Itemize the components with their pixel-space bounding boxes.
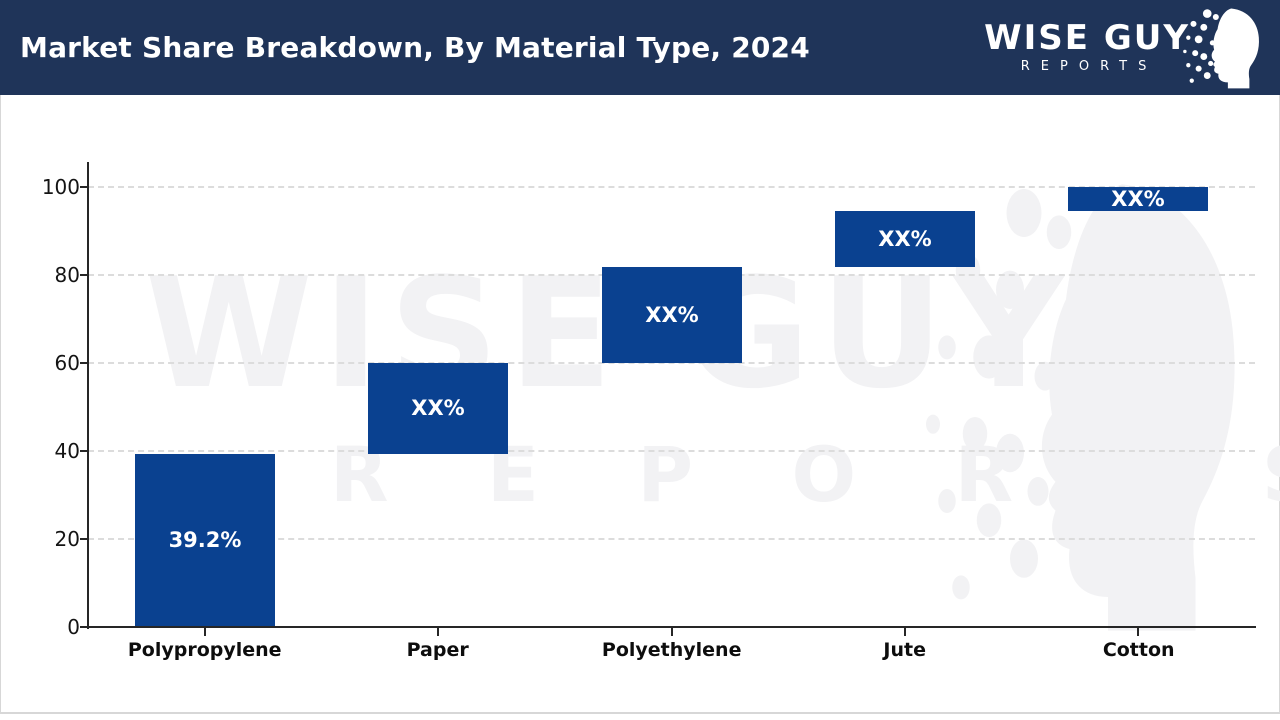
bar-polyethylene: XX% <box>602 267 742 363</box>
bar-value-label: XX% <box>645 303 699 327</box>
x-tick-mark-2 <box>437 628 439 636</box>
gridline-100 <box>88 185 1255 188</box>
y-tick-label-60: 60 <box>54 350 80 375</box>
x-tick-mark-3 <box>671 628 673 636</box>
y-tick-label-40: 40 <box>54 438 80 463</box>
bar-value-label: XX% <box>878 227 932 251</box>
brand-logo: WISE GUY REPORTS <box>984 5 1264 91</box>
x-category-label-2: Paper <box>406 639 469 661</box>
x-category-label-3: Polyethylene <box>601 639 742 661</box>
gridline-20 <box>88 537 1255 540</box>
x-axis-spine <box>87 626 1256 628</box>
bar-value-label: XX% <box>1111 187 1165 211</box>
x-category-label-5: Cotton <box>1102 639 1175 661</box>
x-tick-mark-4 <box>904 628 906 636</box>
gridline-40 <box>88 449 1255 452</box>
y-tick-mark-20 <box>80 537 88 540</box>
y-axis-spine <box>87 162 89 629</box>
x-category-label-4: Jute <box>883 639 926 661</box>
bar-paper: XX% <box>368 363 508 454</box>
bar-polypropylene: 39.2% <box>135 454 275 627</box>
bar-cotton: XX% <box>1068 187 1208 211</box>
y-tick-mark-80 <box>80 273 88 276</box>
y-tick-label-80: 80 <box>54 262 80 287</box>
header: Market Share Breakdown, By Material Type… <box>0 0 1280 95</box>
bar-value-label: 39.2% <box>168 528 242 552</box>
y-tick-mark-60 <box>80 361 88 364</box>
x-tick-mark-1 <box>204 628 206 636</box>
page-title: Market Share Breakdown, By Material Type… <box>20 31 810 64</box>
brand-subtitle: REPORTS <box>1020 59 1158 74</box>
y-tick-mark-100 <box>80 185 88 188</box>
y-tick-label-0: 0 <box>67 615 80 639</box>
brand-wordmark: WISE GUY REPORTS <box>984 21 1190 74</box>
y-tick-label-100: 100 <box>41 174 80 199</box>
bar-value-label: XX% <box>411 396 465 420</box>
y-tick-label-20: 20 <box>54 526 80 551</box>
logo-face-icon <box>1183 7 1259 88</box>
bar-jute: XX% <box>835 211 975 267</box>
x-tick-mark-5 <box>1137 628 1139 636</box>
brand-name: WISE GUY <box>984 18 1190 58</box>
y-tick-mark-40 <box>80 449 88 452</box>
x-category-label-1: Polypropylene <box>127 639 282 661</box>
y-tick-mark-0 <box>80 626 88 628</box>
